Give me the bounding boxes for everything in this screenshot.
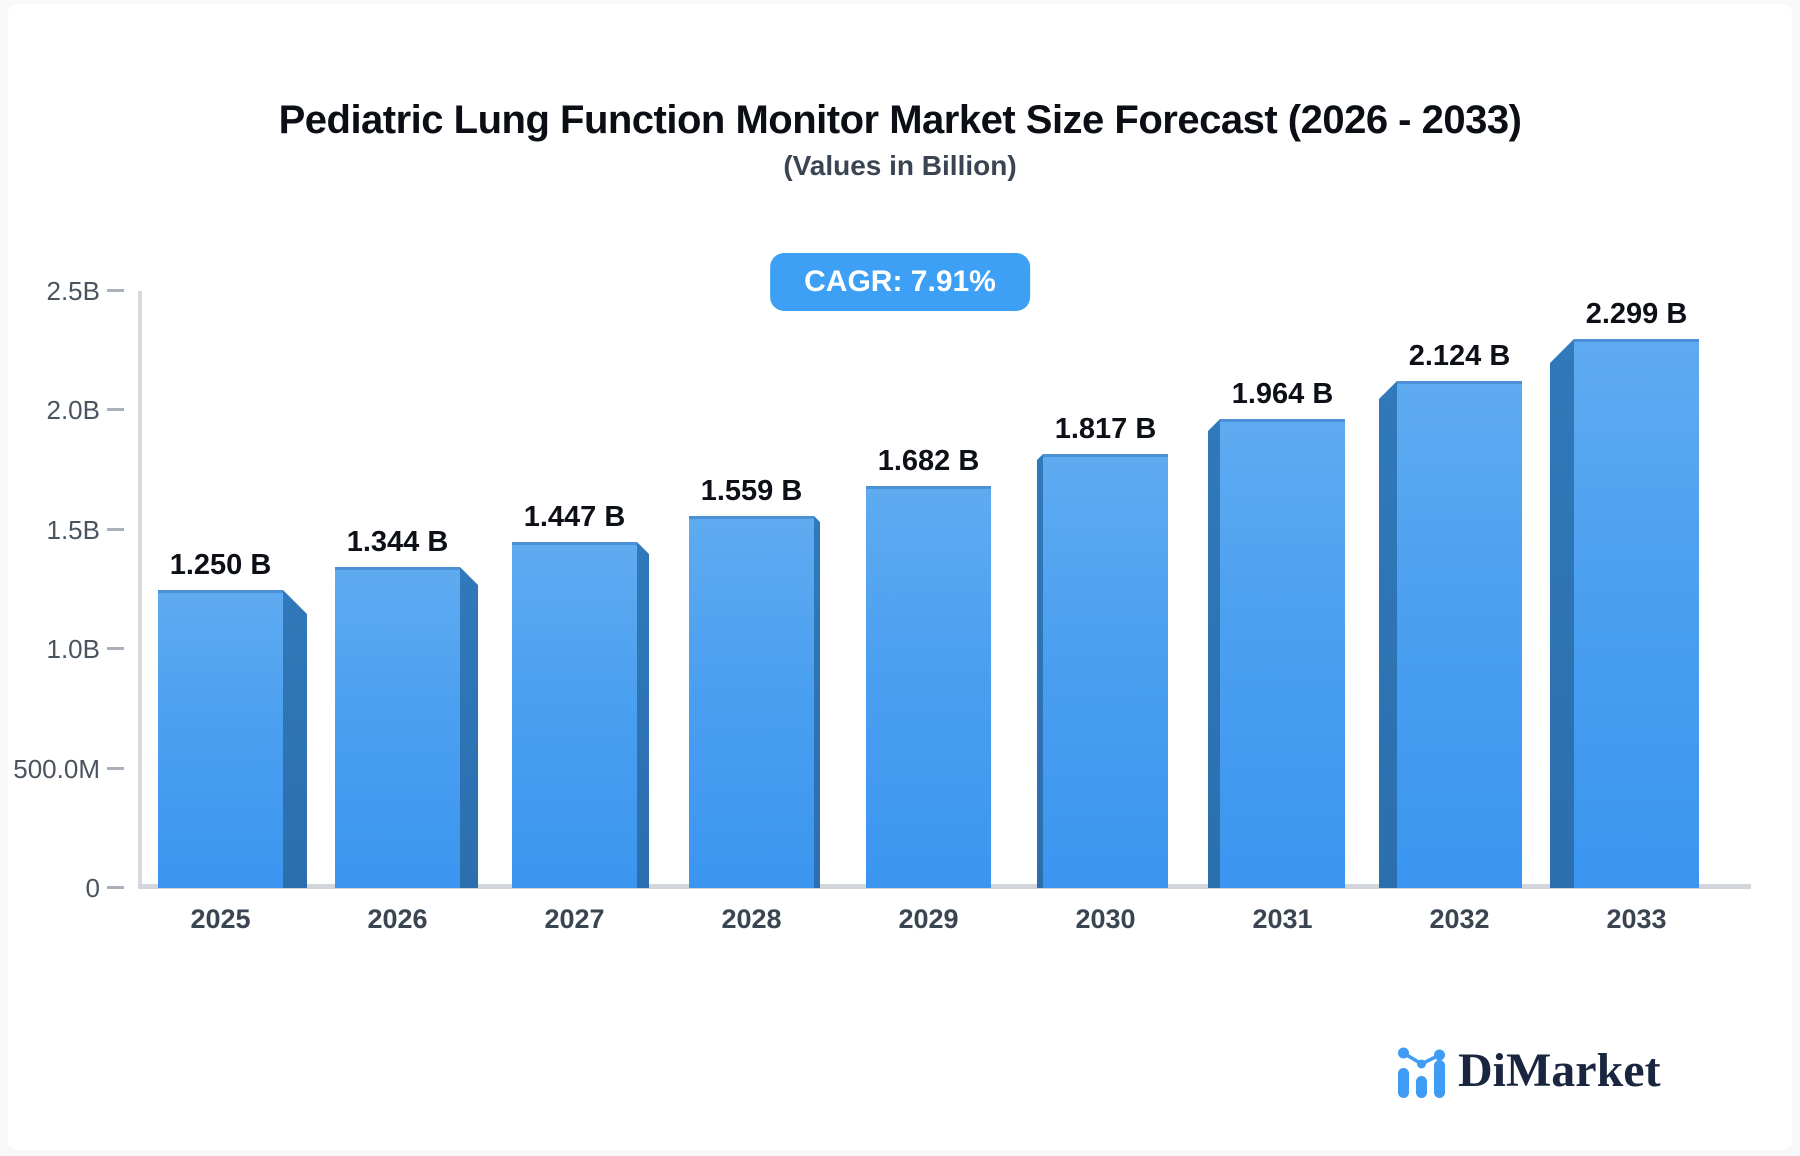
bar-2031 bbox=[1220, 419, 1345, 888]
bar-2026 bbox=[335, 567, 460, 888]
y-tick-mark bbox=[107, 289, 124, 292]
bar-value-label: 1.964 B bbox=[1231, 378, 1334, 410]
y-tick-mark bbox=[107, 886, 124, 889]
x-tick-label: 2026 bbox=[367, 904, 428, 934]
chart-card: Pediatric Lung Function Monitor Market S… bbox=[8, 4, 1792, 1150]
x-tick-label: 2025 bbox=[190, 904, 251, 934]
y-tick-label: 1.0B bbox=[46, 634, 101, 664]
bar-3d-side bbox=[460, 567, 478, 888]
x-tick-label: 2027 bbox=[544, 904, 605, 934]
x-tick-label: 2031 bbox=[1252, 904, 1313, 934]
y-tick-label: 2.5B bbox=[46, 276, 101, 306]
x-tick-label: 2028 bbox=[721, 904, 782, 934]
bar-value-label: 1.344 B bbox=[346, 526, 449, 558]
x-tick-label: 2029 bbox=[898, 904, 959, 934]
brand-logo-text: DiMarket bbox=[1458, 1044, 1661, 1097]
bar-3d-side bbox=[1037, 454, 1043, 888]
bar-3d-side bbox=[637, 542, 649, 888]
brand-logo: DiMarket bbox=[1396, 1040, 1661, 1102]
y-tick-mark bbox=[107, 408, 124, 411]
bar-2028 bbox=[689, 516, 814, 888]
bar-2033 bbox=[1574, 339, 1699, 888]
x-tick-label: 2033 bbox=[1606, 904, 1667, 934]
bar-value-label: 1.250 B bbox=[169, 549, 272, 581]
chart-title: Pediatric Lung Function Monitor Market S… bbox=[278, 98, 1522, 142]
bar-value-label: 1.682 B bbox=[877, 445, 980, 477]
bar-2030 bbox=[1043, 454, 1168, 888]
cagr-badge-label: CAGR: 7.91% bbox=[804, 265, 996, 298]
x-tick-label: 2030 bbox=[1075, 904, 1136, 934]
y-tick-mark bbox=[107, 767, 124, 770]
y-tick-label: 2.0B bbox=[46, 395, 101, 425]
y-tick-label: 500.0M bbox=[13, 754, 100, 784]
cagr-badge: CAGR: 7.91% bbox=[770, 253, 1030, 311]
bar-2025 bbox=[158, 590, 283, 888]
bar-2032 bbox=[1397, 381, 1522, 888]
bar-value-label: 1.447 B bbox=[523, 501, 626, 533]
y-tick-label: 1.5B bbox=[46, 515, 101, 545]
y-axis-line bbox=[138, 291, 142, 888]
y-tick-mark bbox=[107, 647, 124, 650]
bar-chart-logo-icon bbox=[1398, 1047, 1445, 1098]
bar-2027 bbox=[512, 542, 637, 888]
bar-value-label: 1.817 B bbox=[1054, 413, 1157, 445]
bar-2029 bbox=[866, 486, 991, 888]
x-tick-label: 2032 bbox=[1429, 904, 1490, 934]
bar-value-label: 2.124 B bbox=[1408, 340, 1511, 372]
bar-3d-side bbox=[814, 516, 820, 888]
bar-value-label: 1.559 B bbox=[700, 475, 803, 507]
bar-3d-side bbox=[1208, 419, 1220, 888]
bar-chart-plot: 0 500.0M 1.0B 1.5B 2.0B 2.5B 1.250 B 2025 1.344 … bbox=[8, 4, 1800, 1156]
y-tick-mark bbox=[107, 528, 124, 531]
y-tick-label: 0 bbox=[85, 873, 100, 903]
bar-value-label: 2.299 B bbox=[1585, 298, 1688, 330]
bar-3d-side bbox=[283, 590, 307, 888]
chart-subtitle: (Values in Billion) bbox=[783, 150, 1017, 181]
bar-3d-side bbox=[1379, 381, 1397, 888]
bar-3d-side bbox=[1550, 339, 1574, 888]
